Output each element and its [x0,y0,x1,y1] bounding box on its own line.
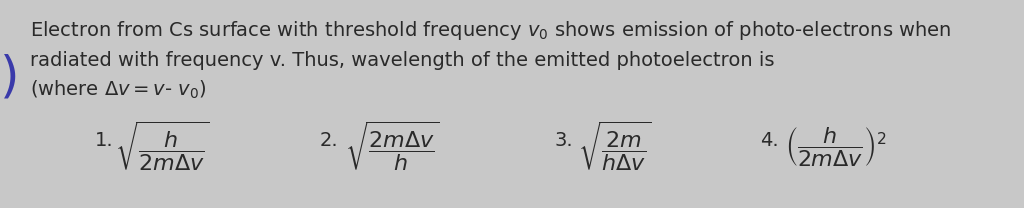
Text: $\sqrt{\dfrac{h}{2m\Delta v}}$: $\sqrt{\dfrac{h}{2m\Delta v}}$ [115,119,210,173]
Text: 3.: 3. [555,131,573,151]
Text: Electron from Cs surface with threshold frequency $v_0$ shows emission of photo-: Electron from Cs surface with threshold … [30,19,951,42]
Text: 4.: 4. [760,131,778,151]
Text: $\sqrt{\dfrac{2m}{h\Delta v}}$: $\sqrt{\dfrac{2m}{h\Delta v}}$ [578,119,651,173]
Text: 2.: 2. [319,131,339,151]
Text: ): ) [0,54,19,102]
Text: $\left(\dfrac{h}{2m\Delta v}\right)^{2}$: $\left(\dfrac{h}{2m\Delta v}\right)^{2}$ [785,125,887,167]
Text: $\sqrt{\dfrac{2m\Delta v}{h}}$: $\sqrt{\dfrac{2m\Delta v}{h}}$ [345,119,440,173]
Text: 1.: 1. [95,131,114,151]
Text: (where $\Delta v = v\text{- }v_0$): (where $\Delta v = v\text{- }v_0$) [30,79,207,101]
Text: radiated with frequency v. Thus, wavelength of the emitted photoelectron is: radiated with frequency v. Thus, wavelen… [30,51,774,69]
